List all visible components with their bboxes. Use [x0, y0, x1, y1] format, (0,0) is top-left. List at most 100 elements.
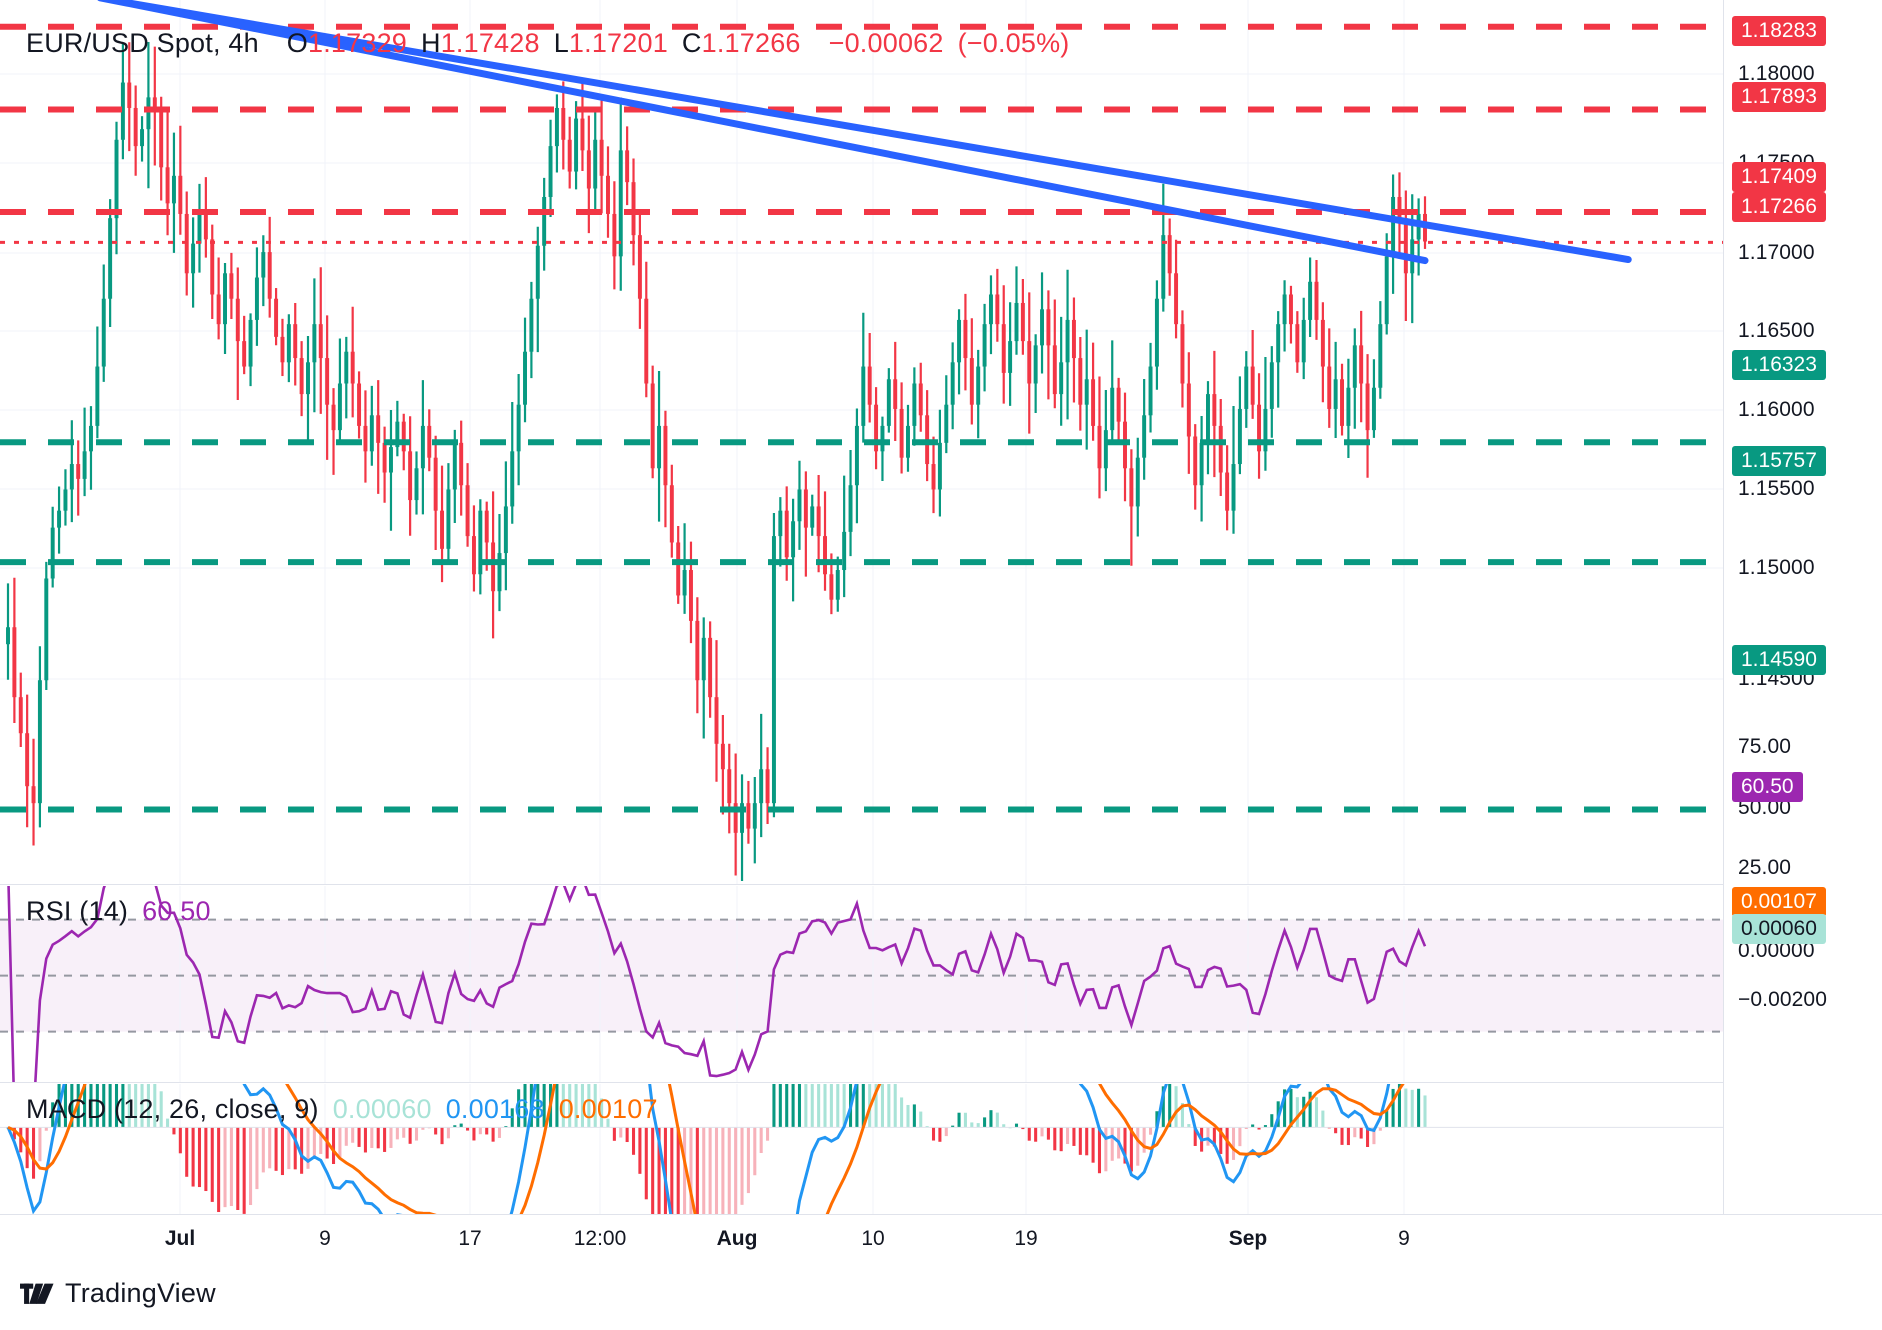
price-level-badge-6[interactable]: 1.14590: [1732, 645, 1826, 675]
candle: [6, 583, 10, 680]
tradingview-logo-icon: [20, 1283, 54, 1304]
candle: [854, 408, 859, 524]
macd-hist-value: 0.00060: [332, 1094, 432, 1124]
macd-histogram-bar: [331, 1127, 336, 1164]
candle: [120, 43, 125, 160]
rsi-chart-svg: [0, 886, 1723, 1082]
time-axis-label-8: 9: [1398, 1227, 1410, 1250]
candle: [906, 404, 910, 472]
macd-histogram-bar: [510, 1108, 514, 1128]
macd-histogram-bar: [931, 1127, 936, 1141]
macd-histogram-bar: [51, 1102, 55, 1128]
macd-histogram-bar: [89, 1084, 93, 1128]
macd-histogram-bar: [1021, 1127, 1025, 1130]
candle: [1154, 280, 1159, 390]
candle: [1116, 377, 1121, 444]
macd-histogram-bar: [695, 1127, 699, 1214]
macd-histogram-bar: [989, 1110, 993, 1128]
candle: [82, 407, 87, 497]
candle: [369, 385, 374, 466]
macd-legend[interactable]: MACD (12, 26, close, 9) 0.00060 0.00168 0.0…: [26, 1094, 658, 1125]
trendline[interactable]: [125, 0, 1632, 264]
candle: [714, 640, 719, 782]
macd-histogram-bar: [689, 1127, 693, 1214]
price-level-badge-1[interactable]: 1.17893: [1732, 82, 1826, 112]
macd-histogram-bar: [574, 1084, 578, 1128]
macd-histogram-bar: [402, 1127, 406, 1138]
macd-histogram-bar: [1295, 1097, 1299, 1128]
macd-histogram-bar: [229, 1127, 233, 1207]
macd-histogram-bar: [1270, 1114, 1274, 1128]
macd-histogram-bar: [12, 1127, 16, 1140]
rsi-value-badge-0[interactable]: 60.50: [1732, 772, 1803, 802]
price-pane[interactable]: [0, 0, 1723, 884]
macd-histogram-bar: [1219, 1127, 1223, 1154]
macd-axis-tick-1: −0.00200: [1738, 988, 1827, 1011]
macd-histogram-bar: [810, 1084, 814, 1128]
macd-histogram-bar: [970, 1122, 974, 1128]
candle: [1148, 342, 1153, 433]
candle: [950, 342, 955, 430]
macd-pane[interactable]: [0, 1084, 1723, 1214]
price-level-badge-3[interactable]: 1.17266: [1732, 192, 1826, 222]
time-axis[interactable]: Jul 9 17 12:00 Aug 10 19 Sep 9: [0, 1214, 1882, 1266]
macd-histogram-bar: [312, 1127, 316, 1158]
candle: [478, 499, 483, 595]
high-key: H: [421, 28, 441, 58]
macd-histogram-bar: [63, 1084, 67, 1128]
price-level-badge-5[interactable]: 1.15757: [1732, 446, 1826, 476]
candle: [223, 263, 227, 354]
candle: [580, 82, 585, 171]
tradingview-branding: TradingView: [20, 1278, 216, 1309]
candle: [63, 469, 68, 526]
macd-histogram-bar: [1136, 1127, 1140, 1166]
candle: [1320, 302, 1325, 403]
rsi-legend[interactable]: RSI (14) 60.50: [26, 896, 211, 927]
macd-histogram-bar: [249, 1127, 253, 1206]
macd-histogram-bar: [912, 1104, 916, 1128]
candle: [1078, 336, 1083, 431]
candle: [1199, 416, 1204, 522]
rsi-pane[interactable]: [0, 886, 1723, 1082]
macd-histogram-bar: [166, 1118, 170, 1128]
macd-histogram-bar: [363, 1127, 367, 1153]
macd-histogram-bar: [1397, 1084, 1402, 1128]
candle: [720, 715, 725, 815]
macd-histogram-bar: [114, 1084, 119, 1128]
macd-histogram-bar: [446, 1127, 450, 1139]
macd-histogram-bar: [1059, 1127, 1063, 1152]
candle: [1091, 342, 1096, 441]
macd-histogram-bar: [338, 1127, 342, 1158]
macd-histogram-bar: [344, 1127, 348, 1146]
candle: [963, 293, 968, 391]
symbol-name[interactable]: EUR/USD Spot, 4h: [26, 28, 259, 58]
candle: [127, 42, 132, 152]
macd-histogram-bar: [236, 1127, 240, 1210]
macd-histogram-bar: [619, 1127, 623, 1138]
candle: [1212, 350, 1217, 478]
candle: [701, 617, 706, 739]
candle: [1052, 299, 1057, 409]
macd-histogram-bar: [1174, 1086, 1178, 1128]
macd-histogram-bar: [1168, 1084, 1172, 1128]
low-value: 1.17201: [568, 28, 668, 58]
candle: [982, 303, 987, 392]
macd-value-badge-1[interactable]: 0.00060: [1732, 914, 1826, 944]
candle: [1142, 378, 1147, 480]
candle: [1391, 174, 1396, 294]
macd-histogram-bar: [817, 1084, 821, 1128]
macd-histogram-bar: [1040, 1127, 1044, 1137]
macd-histogram-bar: [517, 1089, 521, 1128]
price-axis[interactable]: 1.180001.175001.170001.165001.160001.155…: [1723, 0, 1882, 1214]
macd-label[interactable]: MACD (12, 26, close, 9): [26, 1094, 319, 1124]
candle: [593, 108, 598, 214]
macd-value-badge-0[interactable]: 0.00107: [1732, 887, 1826, 917]
trendline-segment[interactable]: [97, 0, 1429, 265]
price-level-badge-0[interactable]: 1.18283: [1732, 16, 1826, 46]
price-level-badge-2[interactable]: 1.17409: [1732, 162, 1826, 192]
macd-histogram-bar: [102, 1084, 106, 1128]
candle: [835, 556, 840, 612]
rsi-label[interactable]: RSI (14): [26, 896, 129, 926]
price-level-badge-4[interactable]: 1.16323: [1732, 350, 1826, 380]
price-legend[interactable]: EUR/USD Spot, 4h O1.17329 H1.17428 L1.17201…: [26, 28, 1070, 59]
